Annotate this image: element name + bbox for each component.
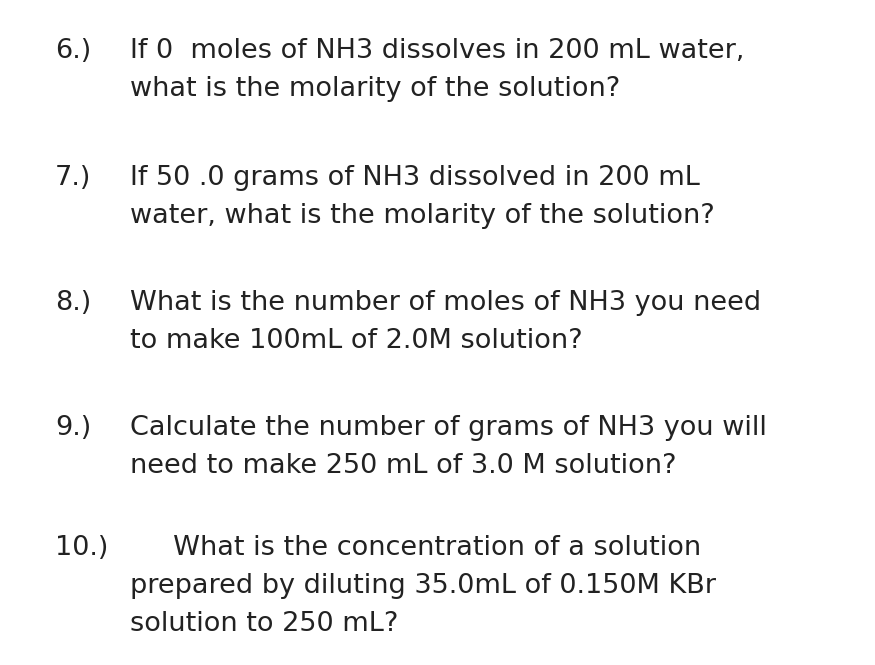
Text: Calculate the number of grams of NH3 you will: Calculate the number of grams of NH3 you… bbox=[130, 415, 766, 441]
Text: If 50 .0 grams of NH3 dissolved in 200 mL: If 50 .0 grams of NH3 dissolved in 200 m… bbox=[130, 165, 700, 191]
Text: 7.): 7.) bbox=[55, 165, 91, 191]
Text: prepared by diluting 35.0mL of 0.150M KBr: prepared by diluting 35.0mL of 0.150M KB… bbox=[130, 573, 716, 599]
Text: 6.): 6.) bbox=[55, 38, 91, 64]
Text: If 0  moles of NH3 dissolves in 200 mL water,: If 0 moles of NH3 dissolves in 200 mL wa… bbox=[130, 38, 745, 64]
Text: 9.): 9.) bbox=[55, 415, 91, 441]
Text: What is the concentration of a solution: What is the concentration of a solution bbox=[130, 535, 701, 561]
Text: What is the number of moles of NH3 you need: What is the number of moles of NH3 you n… bbox=[130, 290, 761, 316]
Text: 10.): 10.) bbox=[55, 535, 108, 561]
Text: water, what is the molarity of the solution?: water, what is the molarity of the solut… bbox=[130, 203, 715, 229]
Text: 8.): 8.) bbox=[55, 290, 91, 316]
Text: need to make 250 mL of 3.0 M solution?: need to make 250 mL of 3.0 M solution? bbox=[130, 453, 676, 479]
Text: what is the molarity of the solution?: what is the molarity of the solution? bbox=[130, 76, 620, 102]
Text: solution to 250 mL?: solution to 250 mL? bbox=[130, 611, 398, 637]
Text: to make 100mL of 2.0M solution?: to make 100mL of 2.0M solution? bbox=[130, 328, 583, 354]
